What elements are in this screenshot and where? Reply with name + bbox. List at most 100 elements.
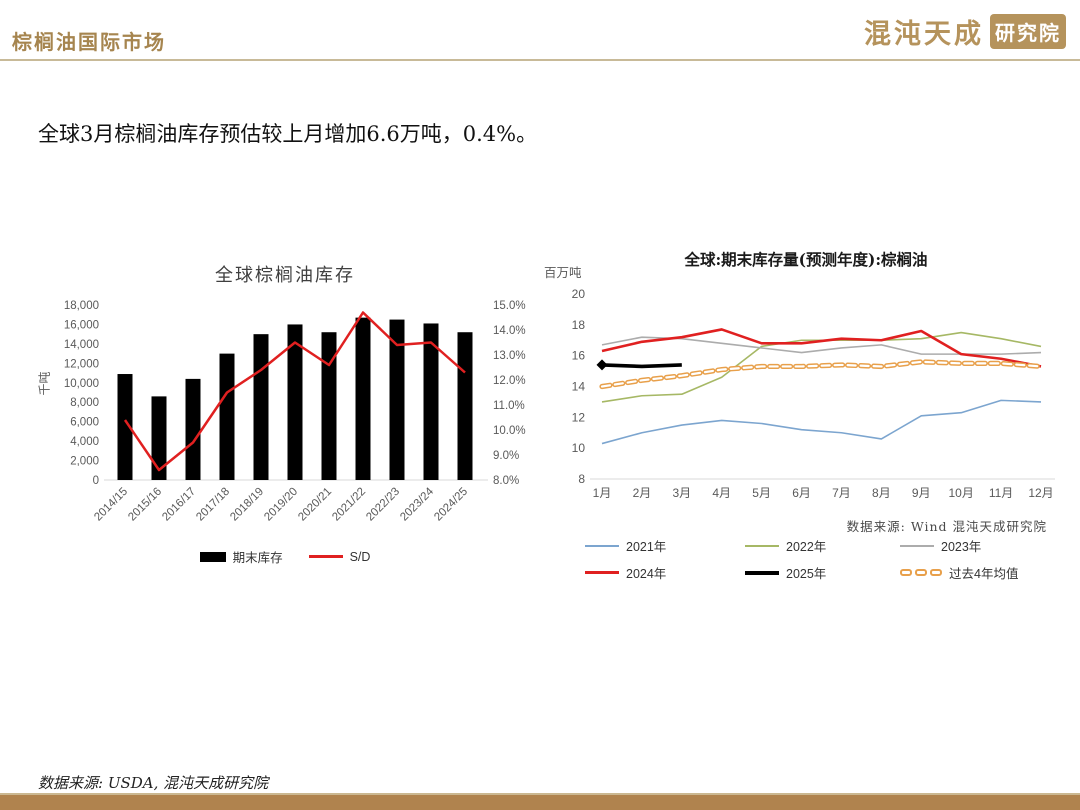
left-axis-tick-label: 10,000 bbox=[64, 378, 99, 390]
category-label: 2015/16 bbox=[126, 486, 164, 524]
right-axis-tick-label: 11.0% bbox=[493, 400, 525, 412]
page-title: 棕榈油国际市场 bbox=[12, 30, 166, 54]
legend-item-S/D: S/D bbox=[308, 547, 371, 566]
legend-item-2025年: 2025年 bbox=[745, 563, 900, 582]
bar-2020/21 bbox=[321, 332, 337, 480]
legend-label: 2025年 bbox=[786, 567, 827, 581]
month-label: 9月 bbox=[912, 486, 931, 500]
left-axis-tick-label: 4,000 bbox=[70, 436, 99, 448]
legend-swatch-2025年 bbox=[745, 570, 779, 575]
left-chart-title: 全球棕榈油库存 bbox=[215, 265, 355, 286]
y-axis-tick-label: 12 bbox=[572, 410, 586, 424]
legend-item-2023年: 2023年 bbox=[900, 536, 1060, 555]
left-chart-legend: 期末库存 S/D bbox=[30, 547, 540, 566]
month-label: 8月 bbox=[872, 486, 891, 500]
left-axis-tick-label: 2,000 bbox=[70, 456, 99, 468]
y-axis-tick-label: 16 bbox=[572, 349, 586, 363]
month-label: 10月 bbox=[949, 486, 974, 500]
month-label: 7月 bbox=[832, 486, 851, 500]
legend-swatch-2021年 bbox=[585, 544, 619, 547]
month-label: 3月 bbox=[672, 486, 691, 500]
legend-item-过去4年均值: 过去4年均值 bbox=[900, 563, 1060, 582]
logo-badge: 研究院 bbox=[990, 14, 1066, 49]
legend-label: 过去4年均值 bbox=[949, 567, 1019, 581]
bar-2017/18 bbox=[219, 353, 235, 480]
month-label: 6月 bbox=[792, 486, 811, 500]
left-axis-tick-label: 8,000 bbox=[70, 397, 99, 409]
right-axis-tick-label: 15.0% bbox=[493, 300, 526, 312]
legend-label: 2024年 bbox=[626, 567, 667, 581]
month-label: 2月 bbox=[633, 486, 652, 500]
left-axis-tick-label: 16,000 bbox=[64, 319, 99, 331]
right-chart-source: 数据来源: Wind 混沌天成研究院 bbox=[846, 519, 1047, 534]
y-axis-tick-label: 10 bbox=[572, 441, 586, 455]
y-axis-tick-label: 18 bbox=[572, 318, 586, 332]
legend-swatch-S/D bbox=[308, 555, 343, 558]
legend-label: S/D bbox=[349, 549, 371, 564]
sd-line bbox=[123, 311, 466, 472]
series-line-2025年 bbox=[601, 363, 682, 369]
footer-accent-bar bbox=[0, 793, 1080, 810]
legend-label: 期末库存 bbox=[232, 551, 283, 565]
category-label: 2022/23 bbox=[364, 486, 402, 524]
right-chart-y-unit-label: 百万吨 bbox=[544, 265, 582, 280]
bar-2024/25 bbox=[457, 332, 473, 480]
month-label: 12月 bbox=[1028, 486, 1053, 500]
legend-item-2024年: 2024年 bbox=[585, 563, 745, 582]
right-axis-tick-label: 14.0% bbox=[493, 325, 526, 337]
legend-swatch-2024年 bbox=[585, 571, 619, 574]
category-label: 2016/17 bbox=[160, 486, 198, 524]
category-label: 2017/18 bbox=[194, 486, 232, 524]
header: 棕榈油国际市场 混沌天成 研究院 bbox=[0, 0, 1080, 61]
month-label: 5月 bbox=[752, 486, 771, 500]
y-axis-tick-label: 20 bbox=[572, 287, 586, 301]
bar-2015/16 bbox=[151, 396, 167, 480]
left-axis-tick-label: 6,000 bbox=[70, 417, 99, 429]
left-chart: 全球棕榈油库存 千吨 0 2,000 4,000 6,000 8,000 10,000 12… bbox=[30, 255, 540, 575]
bar-2023/24 bbox=[423, 323, 439, 480]
legend-item-2022年: 2022年 bbox=[745, 536, 900, 555]
legend-item-期末库存: 期末库存 bbox=[199, 547, 283, 566]
left-axis-tick-label: 0 bbox=[93, 475, 99, 487]
category-label: 2019/20 bbox=[262, 486, 300, 524]
legend-label: 2022年 bbox=[786, 540, 827, 554]
legend-swatch-期末库存 bbox=[199, 551, 226, 562]
bar-2016/17 bbox=[185, 378, 201, 480]
bar-2022/23 bbox=[389, 319, 405, 480]
footer-source: 数据来源: USDA, 混沌天成研究院 bbox=[38, 774, 269, 792]
left-axis-tick-label: 18,000 bbox=[64, 300, 99, 312]
y-axis-tick-label: 14 bbox=[572, 380, 586, 394]
right-axis-tick-label: 12.0% bbox=[493, 375, 526, 387]
left-chart-plot: 0 2,000 4,000 6,000 8,000 10,000 12,000 14,000 1… bbox=[64, 300, 526, 524]
category-label: 2024/25 bbox=[432, 486, 470, 524]
month-label: 1月 bbox=[593, 486, 612, 500]
right-axis-tick-label: 10.0% bbox=[493, 425, 526, 437]
category-label: 2020/21 bbox=[296, 486, 334, 524]
legend-item-2021年: 2021年 bbox=[585, 536, 745, 555]
logo: 混沌天成 研究院 bbox=[864, 12, 1066, 51]
legend-swatch-2022年 bbox=[745, 544, 779, 547]
right-axis-tick-label: 13.0% bbox=[493, 350, 526, 362]
bar-2021/22 bbox=[355, 317, 371, 480]
legend-swatch-过去4年均值 bbox=[900, 569, 942, 576]
bar-2014/15 bbox=[117, 374, 133, 480]
legend-label: 2021年 bbox=[626, 540, 667, 554]
diamond-marker bbox=[596, 359, 608, 371]
logo-wordmark: 混沌天成 bbox=[864, 19, 984, 50]
month-label: 4月 bbox=[712, 486, 731, 500]
category-label: 2023/24 bbox=[398, 485, 436, 523]
category-label: 2014/15 bbox=[92, 486, 130, 524]
right-chart-plot: 8 10 12 14 16 18 20 1月 2月 3月 4月 5月 6月 7月 8月 9月 10月 11月 12月 bbox=[572, 287, 1055, 500]
right-chart: 全球:期末库存量(预测年度):棕榈油 百万吨 8 10 12 14 16 18 20 1月 2月… bbox=[540, 240, 1072, 585]
left-axis-tick-label: 14,000 bbox=[64, 339, 99, 351]
left-axis-tick-label: 12,000 bbox=[64, 358, 99, 370]
series-line-2024年 bbox=[601, 328, 1042, 368]
month-label: 11月 bbox=[989, 486, 1013, 500]
right-axis-tick-label: 8.0% bbox=[493, 475, 519, 487]
category-label: 2021/22 bbox=[330, 486, 368, 524]
right-chart-legend: 2021年 2022年 2023年 2024年 2025年 过去4年均值 bbox=[585, 536, 1055, 582]
legend-label: 2023年 bbox=[941, 540, 982, 554]
bar-2019/20 bbox=[287, 324, 303, 480]
series-line-2021年 bbox=[601, 399, 1042, 445]
